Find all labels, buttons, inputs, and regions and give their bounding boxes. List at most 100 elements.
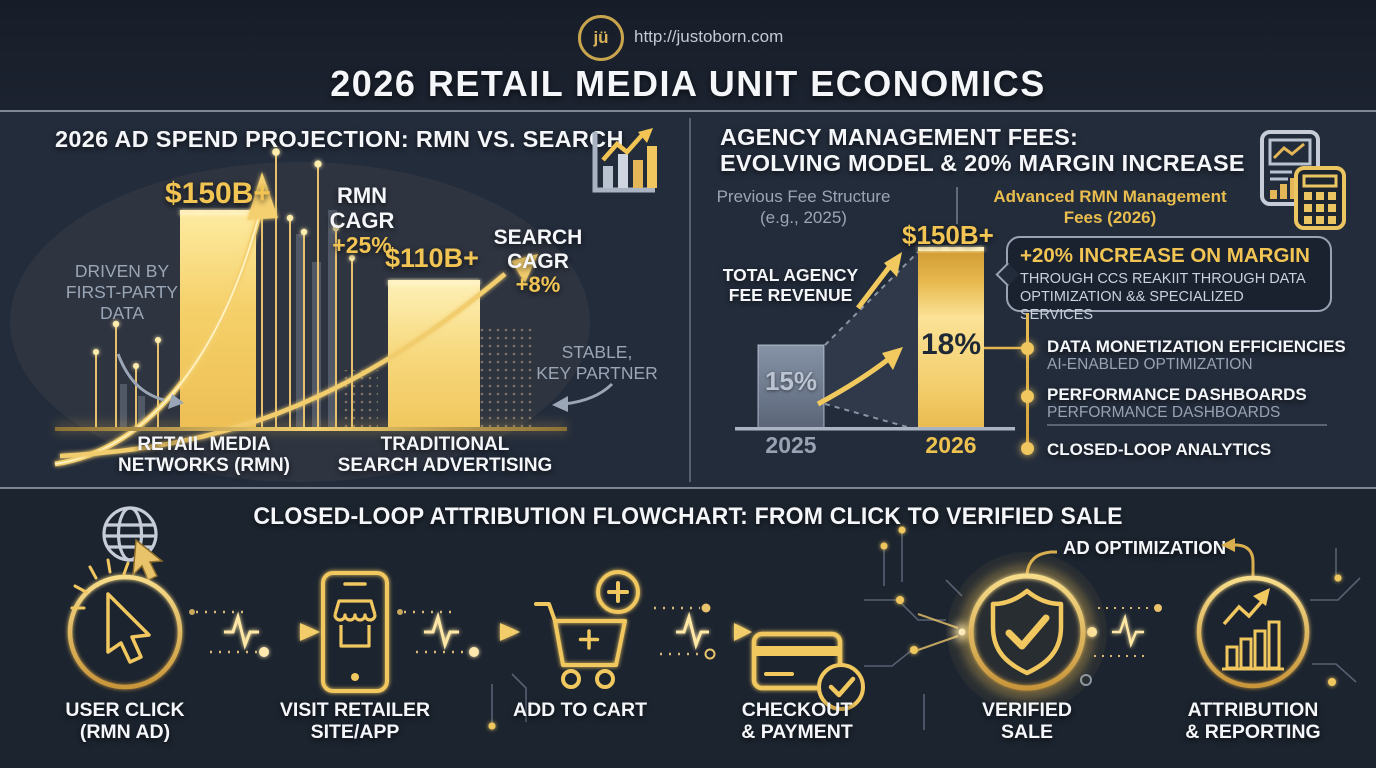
ghost-bars	[120, 210, 337, 428]
revenue-label-line2: FEE REVENUE	[728, 284, 853, 305]
prev-fee-column-label: Previous Fee Structure (e.g., 2025)	[706, 186, 901, 229]
bar-2026-year: 2026	[925, 432, 977, 458]
rmn-axis-label: RETAIL MEDIA NETWORKS (RMN)	[85, 434, 323, 477]
search-axis-line2: SEARCH ADVERTISING	[337, 455, 553, 477]
step-label-line2: & REPORTING	[1185, 720, 1321, 743]
ad-optimization-label: AD OPTIMIZATION	[1063, 537, 1227, 558]
rmn-cagr-value: +25%	[332, 232, 392, 259]
pulse-glyph	[676, 611, 709, 650]
benefit-bullet	[1021, 390, 1034, 403]
callout-line1: THROUGH CCS REAKIIT THROUGH DATA	[1020, 270, 1306, 287]
search-cagr-value: +8%	[515, 272, 561, 298]
search-growth-arrow	[59, 254, 538, 459]
flow-step-label: ATTRIBUTION & REPORTING	[1153, 699, 1353, 744]
step-label-line1: VISIT RETAILER	[279, 699, 431, 721]
ad-spend-chart-graphic	[10, 148, 614, 482]
rmn-note-line2: FIRST-PARTY	[65, 282, 179, 302]
callout-body: THROUGH CCS REAKIIT THROUGH DATA OPTIMIZ…	[1020, 270, 1318, 324]
benefit-title: PERFORMANCE DASHBOARDS	[1047, 385, 1307, 404]
search-cagr-line2: CAGR	[507, 249, 569, 273]
projection-dashed-lines	[824, 251, 919, 431]
light-post-dots	[93, 148, 355, 369]
step-label-line1: VERIFIED	[982, 699, 1072, 721]
header-band: jü http://justoborn.com 2026 RETAIL MEDI…	[0, 0, 1376, 110]
rmn-cagr-line1: RMN	[336, 183, 388, 208]
benefit-title: CLOSED-LOOP ANALYTICS	[1047, 440, 1272, 459]
chart-baseline	[55, 427, 567, 431]
bar-2025-year: 2025	[765, 432, 817, 458]
flow-connector	[396, 609, 520, 657]
margin-increase-arrow	[816, 347, 903, 407]
flowchart-title: CLOSED-LOOP ATTRIBUTION FLOWCHART: FROM …	[253, 503, 1123, 530]
left-panel-title: 2026 AD SPEND PROJECTION: RMN VS. SEARCH	[55, 126, 624, 152]
rmn-cagr-label: RMN CAGR +25%	[310, 183, 414, 259]
bar-2025-value: 15%	[764, 366, 818, 396]
right-panel-title-line1: AGENCY MANAGEMENT FEES:	[720, 124, 1078, 150]
pulse-glyph	[224, 611, 259, 650]
circuit-traces	[491, 532, 1361, 730]
rmn-note-line3: DATA	[99, 303, 145, 323]
rmn-cagr-line2: CAGR	[329, 207, 395, 233]
revenue-label: TOTAL AGENCY FEE REVENUE	[718, 265, 863, 305]
benefit-subtitle: AI-ENABLED OPTIMIZATION	[1047, 356, 1253, 373]
agency-fees-chart-graphic	[735, 247, 1028, 431]
fees-baseline	[735, 427, 1015, 431]
step-label-line2: SITE/APP	[310, 720, 400, 743]
flow-connector	[184, 609, 320, 657]
revenue-arrow	[856, 252, 902, 310]
search-cagr-line1: SEARCH	[493, 226, 583, 249]
cursor-arrow-icon	[132, 538, 164, 581]
benefit-title: DATA MONETIZATION EFFICIENCIES	[1047, 337, 1346, 356]
rmn-value-label: $150B+	[165, 177, 271, 210]
new-fee-column-label: Advanced RMN Management Fees (2026)	[980, 186, 1240, 229]
bar-chart-growth-icon	[592, 128, 657, 193]
site-url: http://justoborn.com	[634, 27, 784, 46]
revenue-value: $150B+	[902, 220, 994, 250]
search-value-label: $110B+	[385, 243, 479, 273]
flow-step-label: VISIT RETAILER SITE/APP	[255, 699, 455, 744]
cursor-click-icon	[67, 558, 183, 690]
step-label-line2: SALE	[1000, 720, 1053, 743]
justoborn-logo-icon: jü	[578, 15, 624, 61]
step-label-line2: (RMN AD)	[79, 720, 171, 743]
bar-2026-value: 18%	[920, 328, 982, 361]
callout-title: +20% INCREASE ON MARGIN	[1020, 244, 1310, 267]
dot-pattern-block	[478, 324, 532, 428]
flowchart-divider	[0, 487, 1376, 489]
header-divider	[0, 110, 1376, 112]
revenue-label-line1: TOTAL AGENCY	[722, 265, 859, 285]
credit-card-check-icon	[751, 631, 865, 711]
step-label-line1: ATTRIBUTION	[1187, 699, 1319, 721]
bar-2026	[918, 247, 984, 428]
shield-check-icon	[947, 552, 1107, 712]
flowchart-band	[0, 488, 1376, 768]
right-panel-title-line2: EVOLVING MODEL & 20% MARGIN INCREASE	[720, 150, 1245, 177]
note-arrowhead	[168, 394, 184, 409]
panel-divider	[689, 118, 691, 482]
analytics-growth-icon	[1196, 575, 1310, 689]
flow-connector	[652, 603, 752, 660]
rmn-axis-line1: RETAIL MEDIA	[137, 434, 271, 455]
benefit-bullet	[1021, 442, 1034, 455]
pulse-glyph	[1112, 613, 1144, 649]
flow-step-label: USER CLICK (RMN AD)	[25, 699, 225, 744]
step-label-line1: ADD TO CART	[513, 699, 647, 721]
prev-fee-line2: (e.g., 2025)	[760, 208, 847, 228]
flowchart-graphic	[67, 526, 1361, 730]
prev-fee-line1: Previous Fee Structure	[716, 187, 891, 206]
search-axis-line1: TRADITIONAL	[380, 434, 510, 455]
benefit-subtitle: PERFORMANCE DASHBOARDS	[1047, 404, 1281, 421]
callout-line2: OPTIMIZATION && SPECIALIZED SERVICES	[1020, 289, 1244, 324]
flow-step-label: ADD TO CART	[480, 699, 680, 722]
subtitle-divider	[956, 187, 958, 224]
bar-2025	[757, 344, 825, 429]
rmn-axis-line2: NETWORKS (RMN)	[117, 455, 291, 477]
page-title: 2026 RETAIL MEDIA UNIT ECONOMICS	[330, 63, 1046, 104]
globe-cursor-icon	[102, 506, 164, 581]
report-calculator-icon	[1260, 130, 1346, 230]
logo-text: jü	[593, 28, 609, 47]
search-note-line2: KEY PARTNER	[536, 363, 658, 383]
right-panel-title: AGENCY MANAGEMENT FEES: EVOLVING MODEL &…	[720, 124, 1245, 177]
flow-step-label: VERIFIED SALE	[927, 699, 1127, 744]
